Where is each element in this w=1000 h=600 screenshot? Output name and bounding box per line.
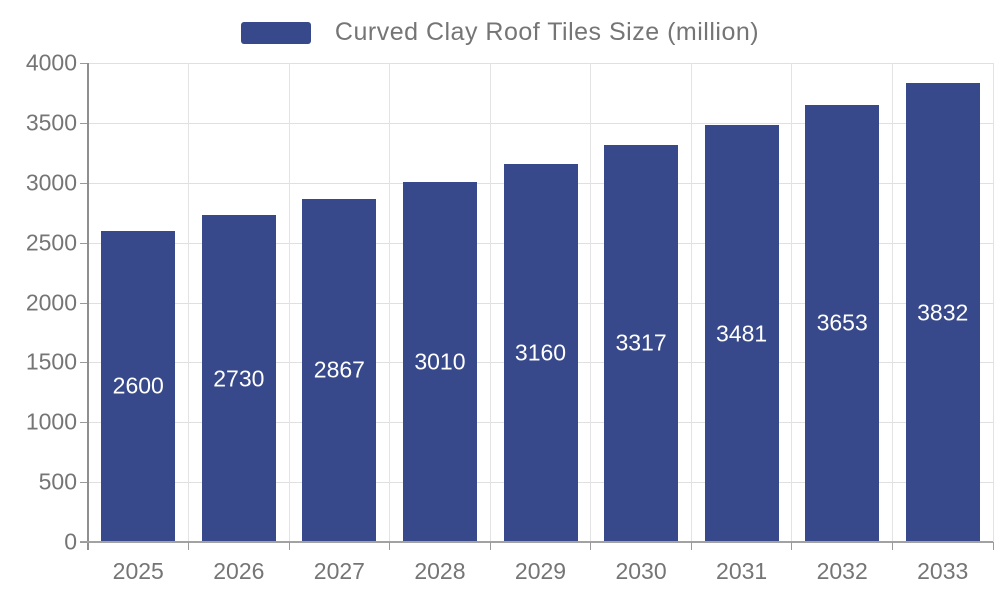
gridline-x-3 [389, 63, 391, 542]
y-tick-mark-500 [80, 482, 87, 484]
gridline-x-1 [188, 63, 190, 542]
y-tick-mark-4000 [80, 63, 87, 64]
bar-2033[interactable] [905, 83, 980, 542]
x-tick-label-2029: 2029 [514, 558, 567, 584]
gridline-x-6 [690, 63, 692, 542]
x-tick-mark-3 [389, 542, 391, 550]
legend-label: Curved Clay Roof Tiles Size (million) [334, 18, 760, 46]
y-tick-mark-2500 [80, 242, 87, 244]
x-tick-label-2033: 2033 [917, 558, 969, 584]
y-tick-label-0: 0 [64, 528, 77, 555]
y-tick-label-1500: 1500 [25, 348, 77, 375]
bar-2026[interactable] [201, 215, 276, 542]
x-tick-label-2028: 2028 [414, 558, 466, 584]
x-tick-mark-2 [288, 542, 290, 550]
y-tick-mark-3000 [80, 182, 87, 184]
x-tick-label-2027: 2027 [313, 558, 365, 584]
x-tick-mark-7 [791, 542, 793, 550]
legend-swatch-icon [240, 21, 311, 44]
x-tick-label-2030: 2030 [615, 558, 667, 584]
bar-2028[interactable] [402, 181, 477, 542]
y-tick-mark-1500 [80, 362, 87, 364]
x-tick-label-2026: 2026 [213, 558, 265, 584]
x-tick-mark-1 [188, 542, 190, 550]
gridline-y-3500 [88, 122, 993, 124]
x-tick-mark-6 [690, 542, 692, 550]
x-tick-label-2025: 2025 [112, 558, 164, 584]
y-tick-mark-1000 [80, 422, 87, 424]
y-tick-label-3000: 3000 [25, 169, 77, 196]
x-tick-mark-5 [590, 542, 592, 550]
bar-2030[interactable] [604, 144, 679, 542]
gridline-x-5 [590, 63, 592, 542]
gridline-x-2 [288, 63, 290, 542]
x-tick-mark-4 [489, 542, 491, 550]
x-axis-line [80, 541, 993, 543]
y-tick-mark-3500 [80, 122, 87, 124]
y-tick-mark-0 [80, 542, 87, 543]
y-tick-label-4000: 4000 [25, 49, 77, 76]
y-tick-label-2000: 2000 [25, 289, 77, 315]
gridline-y-4000 [88, 63, 993, 64]
gridline-x-7 [791, 63, 793, 542]
gridline-x-9 [992, 63, 994, 542]
plot-area: 2600 2730 2867 3010 3160 3317 3481 3653 3832 0 50… [26, 50, 994, 584]
legend[interactable]: Curved Clay Roof Tiles Size (million) [0, 18, 1000, 47]
gridline-x-8 [891, 63, 893, 542]
x-tick-mark-8 [891, 542, 893, 550]
gridline-x-4 [489, 63, 491, 542]
y-tick-label-500: 500 [38, 468, 77, 495]
bar-2025[interactable] [101, 230, 176, 542]
bar-2027[interactable] [302, 198, 377, 542]
bar-2032[interactable] [805, 104, 880, 542]
bar-2031[interactable] [704, 125, 779, 542]
x-tick-label-2032: 2032 [816, 558, 868, 584]
x-tick-label-2031: 2031 [716, 558, 768, 584]
y-tick-label-3500: 3500 [25, 109, 77, 136]
y-axis-line [87, 63, 89, 550]
bar-2029[interactable] [503, 163, 578, 542]
y-tick-label-2500: 2500 [25, 229, 77, 256]
x-tick-mark-9 [992, 542, 994, 550]
y-tick-label-1000: 1000 [25, 408, 77, 435]
y-tick-mark-2000 [80, 302, 87, 304]
